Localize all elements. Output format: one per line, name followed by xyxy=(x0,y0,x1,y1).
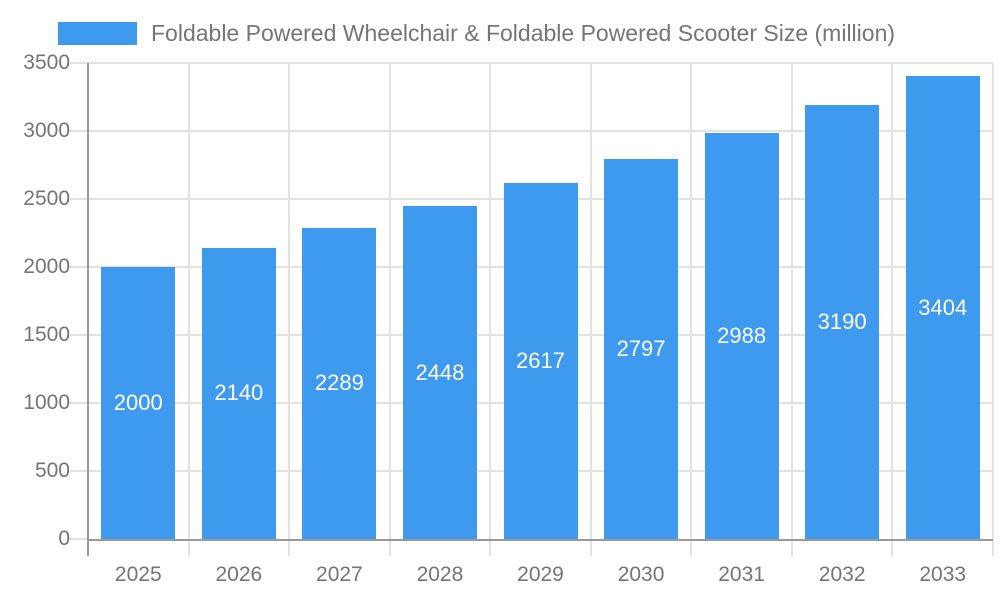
bar-2026 xyxy=(201,247,276,539)
bar-2027 xyxy=(302,227,377,539)
x-gridline xyxy=(690,63,693,539)
x-gridline xyxy=(992,63,994,539)
x-gridline xyxy=(489,63,492,539)
x-axis-tick xyxy=(388,539,391,556)
y-axis-label: 2500 xyxy=(23,187,70,210)
x-axis-label: 2030 xyxy=(617,563,665,586)
x-gridline xyxy=(790,63,793,539)
x-axis-tick xyxy=(891,539,894,556)
y-axis-tick xyxy=(70,470,88,472)
x-axis-label: 2028 xyxy=(416,563,464,586)
x-axis-label: 2032 xyxy=(818,563,866,586)
bar-2029 xyxy=(503,183,578,539)
bar-2032 xyxy=(805,105,880,539)
y-gridline xyxy=(88,130,993,132)
y-axis-tick xyxy=(70,130,88,132)
legend-swatch xyxy=(58,22,137,45)
x-axis-tick xyxy=(992,539,994,556)
bar-2033 xyxy=(905,76,980,539)
x-axis-label: 2027 xyxy=(316,563,363,586)
x-axis-tick xyxy=(589,539,592,556)
x-axis-tick xyxy=(187,539,190,556)
y-axis-label: 3500 xyxy=(23,51,70,74)
y-axis-label: 3000 xyxy=(23,119,70,142)
y-axis-label: 1000 xyxy=(23,391,70,414)
y-axis-tick xyxy=(70,538,88,540)
x-axis-label: 2029 xyxy=(517,563,564,586)
x-gridline xyxy=(589,63,592,539)
y-axis-label: 500 xyxy=(34,459,70,482)
y-axis-tick xyxy=(70,62,88,64)
x-axis-tick xyxy=(489,539,492,556)
bar-value-label: 2289 xyxy=(314,370,364,396)
x-axis-label: 2033 xyxy=(919,563,967,586)
x-gridline xyxy=(388,63,391,539)
x-axis-tick xyxy=(790,539,793,556)
bar-value-label: 2000 xyxy=(113,390,163,415)
y-axis-tick xyxy=(70,402,88,404)
bar-value-label: 2988 xyxy=(717,322,767,348)
x-axis-tick xyxy=(288,539,291,556)
legend: Foldable Powered Wheelchair & Foldable P… xyxy=(58,20,895,47)
bar-2030 xyxy=(604,158,679,539)
y-axis-line xyxy=(87,63,89,556)
x-axis-label: 2025 xyxy=(114,563,162,586)
bar-2025 xyxy=(101,267,176,539)
x-axis-tick xyxy=(690,539,693,556)
y-gridline xyxy=(88,62,993,64)
bar-value-label: 2448 xyxy=(415,359,465,385)
y-axis-label: 2000 xyxy=(23,255,70,278)
x-gridline xyxy=(187,63,190,539)
x-axis-label: 2031 xyxy=(718,563,765,586)
bar-value-label: 2140 xyxy=(214,380,264,406)
y-axis-tick xyxy=(70,198,88,200)
x-gridline xyxy=(891,63,894,539)
x-axis-line xyxy=(87,539,993,541)
x-axis-label: 2026 xyxy=(215,563,263,586)
bar-2031 xyxy=(704,132,779,539)
legend-label: Foldable Powered Wheelchair & Foldable P… xyxy=(151,20,896,46)
y-axis-tick xyxy=(70,334,88,336)
x-gridline xyxy=(288,63,291,539)
bar-value-label: 2797 xyxy=(616,335,666,361)
bar-2028 xyxy=(402,206,477,539)
y-axis-label: 1500 xyxy=(23,323,70,346)
bar-value-label: 3404 xyxy=(918,294,968,320)
y-axis-tick xyxy=(70,266,88,268)
bar-value-label: 3190 xyxy=(817,309,867,335)
bar-value-label: 2617 xyxy=(516,348,565,374)
y-axis-label: 0 xyxy=(58,527,70,550)
